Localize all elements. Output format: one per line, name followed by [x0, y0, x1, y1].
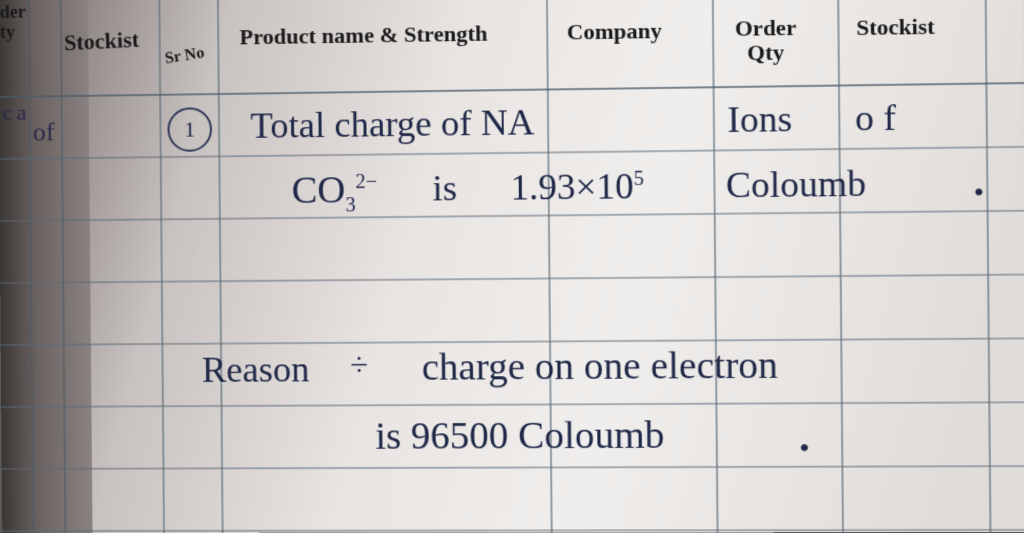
- table-hline-7: [2, 529, 1024, 532]
- hand-formula-co3: CO32−: [291, 168, 377, 218]
- hand-line1-of: o f: [855, 96, 896, 140]
- table-hline-2: [0, 209, 1024, 222]
- co3-sup: 2−: [355, 171, 377, 193]
- table-hline-5: [1, 401, 1024, 408]
- left-printed-text-2: ty: [0, 22, 15, 43]
- item-number: 1: [184, 116, 195, 142]
- left-handwritten-c: c: [3, 100, 13, 126]
- hand-reason-symbol: ÷: [350, 346, 364, 383]
- co3-base: CO: [291, 169, 345, 212]
- value-sup: 5: [634, 168, 645, 191]
- hand-reason-value: is 96500 Coloumb: [375, 413, 665, 459]
- table-vline-4: [837, 0, 844, 532]
- left-handwritten-a: a: [17, 100, 27, 126]
- hand-line1-ions: Ions: [727, 97, 792, 141]
- hand-value: 1.93×105: [510, 165, 644, 209]
- left-page-header-stockist: Stockist: [64, 27, 140, 57]
- left-handwritten-of: of: [33, 117, 55, 147]
- table-hline-6: [2, 465, 1024, 470]
- value-base: 1.93×10: [510, 166, 634, 208]
- header-order-qty: Order Qty: [735, 16, 797, 66]
- item-number-circle: 1: [167, 107, 212, 152]
- left-printed-text-1: der: [0, 2, 26, 23]
- hand-line1-main: Total charge of NA: [250, 101, 534, 147]
- table-hline-3: [0, 273, 1024, 284]
- table-hline-1: [0, 145, 1024, 160]
- header-srno: Sr No: [164, 44, 206, 68]
- table-vline-0: [158, 0, 165, 533]
- header-product: Product name & Strength: [239, 20, 487, 50]
- hand-coloumb1: Coloumb: [726, 162, 867, 206]
- hand-reason-label: Reason: [202, 348, 310, 391]
- table-vline-5: [984, 0, 991, 532]
- table-vline-1: [217, 0, 224, 533]
- table-vline-3: [712, 0, 719, 532]
- page-fold-shadow: [0, 0, 93, 533]
- header-company: Company: [567, 18, 662, 46]
- notebook-page: der ty c a of Stockist Sr No Product nam…: [0, 0, 1024, 533]
- hand-reason-text: charge on one electron: [422, 343, 779, 390]
- header-stockist: Stockist: [856, 13, 935, 41]
- co3-sub: 3: [345, 194, 355, 216]
- order-table: Sr No Product name & Strength Company Or…: [158, 0, 1024, 533]
- hand-dot1: •: [974, 177, 985, 210]
- hand-is: is: [432, 167, 457, 210]
- hand-dot2: •: [799, 433, 810, 466]
